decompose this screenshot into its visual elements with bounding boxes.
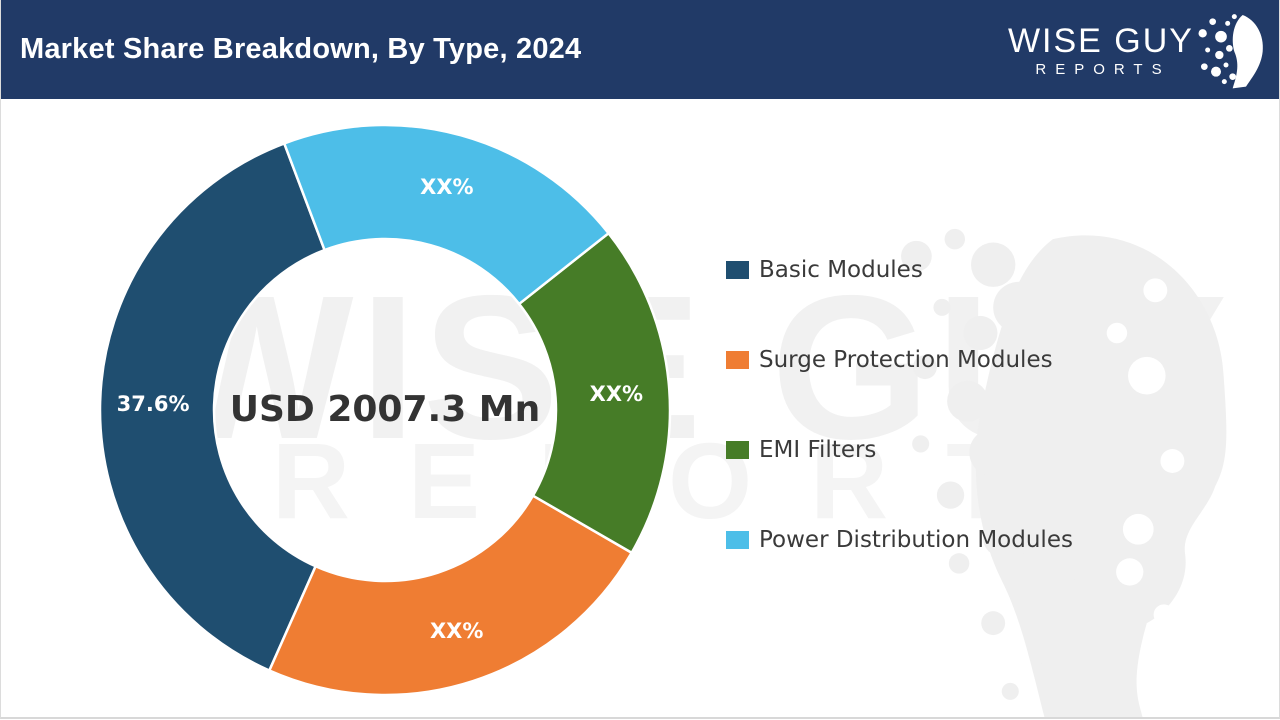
legend-item-label: Surge Protection Modules (759, 347, 1053, 373)
legend-item-label: Power Distribution Modules (759, 527, 1073, 553)
segment-percent-label-3: XX% (420, 175, 473, 199)
legend-item-3: Power Distribution Modules (726, 526, 1073, 554)
chart-legend: Basic Modules Surge Protection Modules E… (726, 256, 1073, 554)
legend-color-swatch (726, 531, 749, 549)
logo-head-icon (1198, 14, 1263, 89)
legend-color-swatch (726, 351, 749, 369)
watermark-head-graphic (901, 228, 1227, 717)
legend-color-swatch (726, 441, 749, 459)
legend-item-2: EMI Filters (726, 436, 1073, 464)
logo-name-text: WISE GUY (1007, 21, 1194, 60)
header-bar: Market Share Breakdown, By Type, 2024 WI… (0, 0, 1280, 99)
legend-item-label: Basic Modules (759, 257, 923, 283)
legend-item-1: Surge Protection Modules (726, 346, 1073, 374)
legend-item-label: EMI Filters (759, 437, 877, 463)
wise-guy-logo: WISE GUY REPORTS (1008, 4, 1266, 96)
logo-sub-text: REPORTS (1035, 60, 1171, 78)
segment-percent-label-1: XX% (430, 619, 483, 643)
legend-color-swatch (726, 261, 749, 279)
legend-item-0: Basic Modules (726, 256, 1073, 284)
page-title: Market Share Breakdown, By Type, 2024 (20, 33, 582, 65)
